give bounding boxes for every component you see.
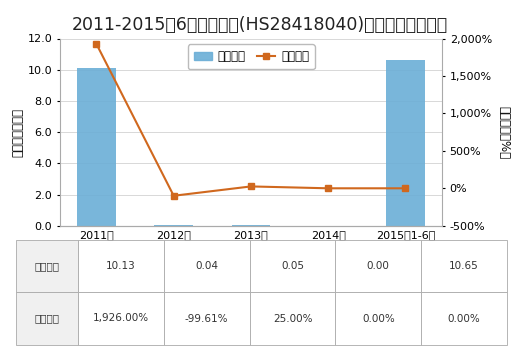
Text: 0.00%: 0.00% (448, 314, 480, 323)
Text: 0.04: 0.04 (195, 261, 218, 271)
Text: 10.65: 10.65 (449, 261, 479, 271)
Text: 2011-2015年6月偏錨酸锨(HS28418040)进口量及增速统计: 2011-2015年6月偏錨酸锨(HS28418040)进口量及增速统计 (72, 16, 448, 34)
Text: 进口数量: 进口数量 (34, 261, 59, 271)
Bar (386, 60, 425, 226)
Bar (77, 68, 116, 226)
Y-axis label: 同比增长（%）: 同比增长（%） (498, 106, 511, 159)
Text: 0.05: 0.05 (281, 261, 304, 271)
Text: 0.00%: 0.00% (362, 314, 395, 323)
Bar (154, 225, 193, 226)
Text: 0.00: 0.00 (367, 261, 389, 271)
Text: 同比增长: 同比增长 (34, 314, 59, 323)
Text: -99.61%: -99.61% (185, 314, 228, 323)
Text: 25.00%: 25.00% (273, 314, 312, 323)
Text: 1,926.00%: 1,926.00% (93, 314, 149, 323)
Bar (231, 225, 270, 226)
Legend: 进口数量, 同比增长: 进口数量, 同比增长 (188, 44, 315, 69)
Y-axis label: 进口数量（吨）: 进口数量（吨） (11, 108, 24, 157)
Text: 10.13: 10.13 (106, 261, 136, 271)
